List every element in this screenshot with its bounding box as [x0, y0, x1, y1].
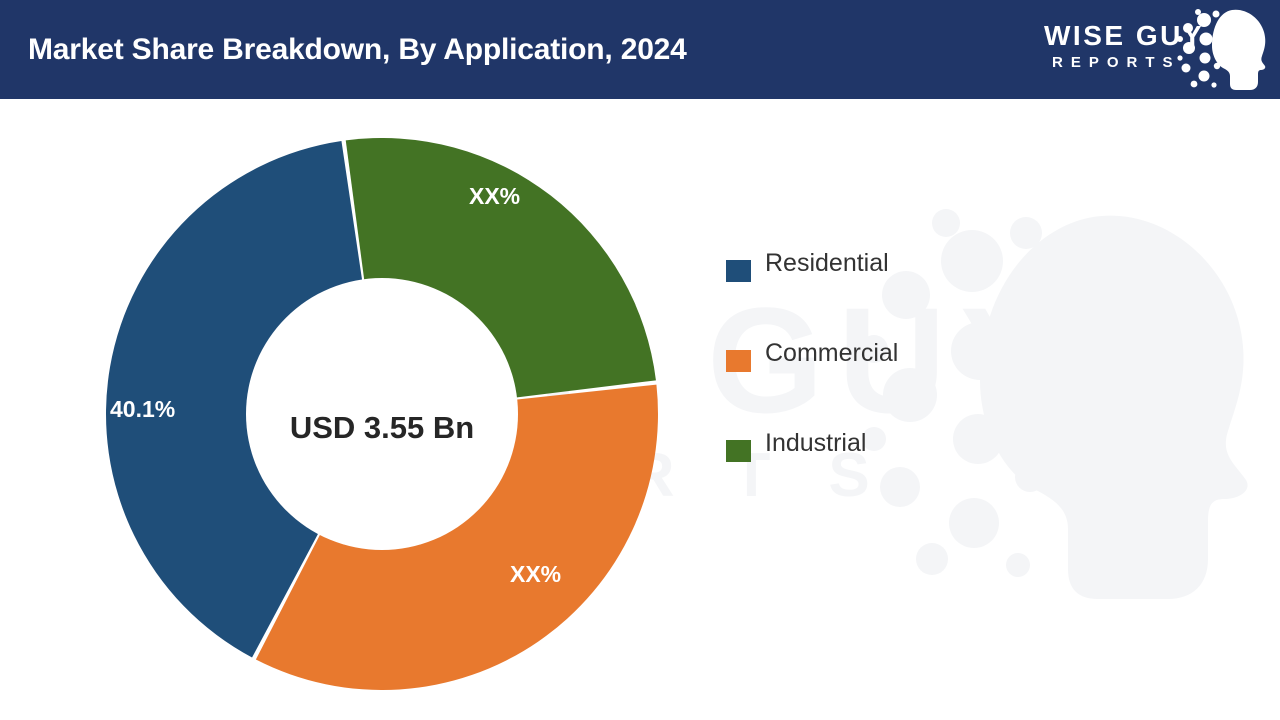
legend-item-residential[interactable]: Residential [726, 249, 986, 339]
slice-label-commercial: XX% [510, 561, 562, 587]
legend-label-residential: Residential [765, 249, 889, 277]
donut-center-value: USD 3.55 Bn [289, 410, 475, 445]
legend-item-commercial[interactable]: Commercial [726, 339, 986, 429]
head-profile-icon [1177, 9, 1266, 91]
legend-label-commercial: Commercial [765, 339, 899, 367]
donut-slice-commercial[interactable] [255, 384, 658, 691]
chart-header-bar: Market Share Breakdown, By Application, … [0, 0, 1280, 99]
logo-wordmark-secondary: REPORTS [1052, 54, 1181, 71]
donut-slices [106, 137, 658, 691]
chart-canvas: WISE GUY REPORTS [0, 99, 1280, 720]
chart-legend: Residential Commercial Industrial [726, 249, 986, 519]
donut-chart: 40.1% XX% XX% USD 3.55 Bn [106, 137, 658, 691]
legend-swatch-commercial [726, 350, 751, 372]
legend-item-industrial[interactable]: Industrial [726, 429, 986, 519]
legend-swatch-industrial [726, 440, 751, 462]
legend-swatch-residential [726, 260, 751, 282]
legend-label-industrial: Industrial [765, 429, 867, 457]
slice-label-industrial: XX% [469, 183, 521, 209]
donut-hole [246, 278, 518, 550]
wise-guy-reports-logo: WISE GUY REPORTS [1040, 6, 1272, 94]
page-title: Market Share Breakdown, By Application, … [28, 33, 687, 66]
logo-wordmark-primary: WISE GUY [1044, 20, 1205, 51]
slice-label-residential: 40.1% [110, 396, 176, 422]
